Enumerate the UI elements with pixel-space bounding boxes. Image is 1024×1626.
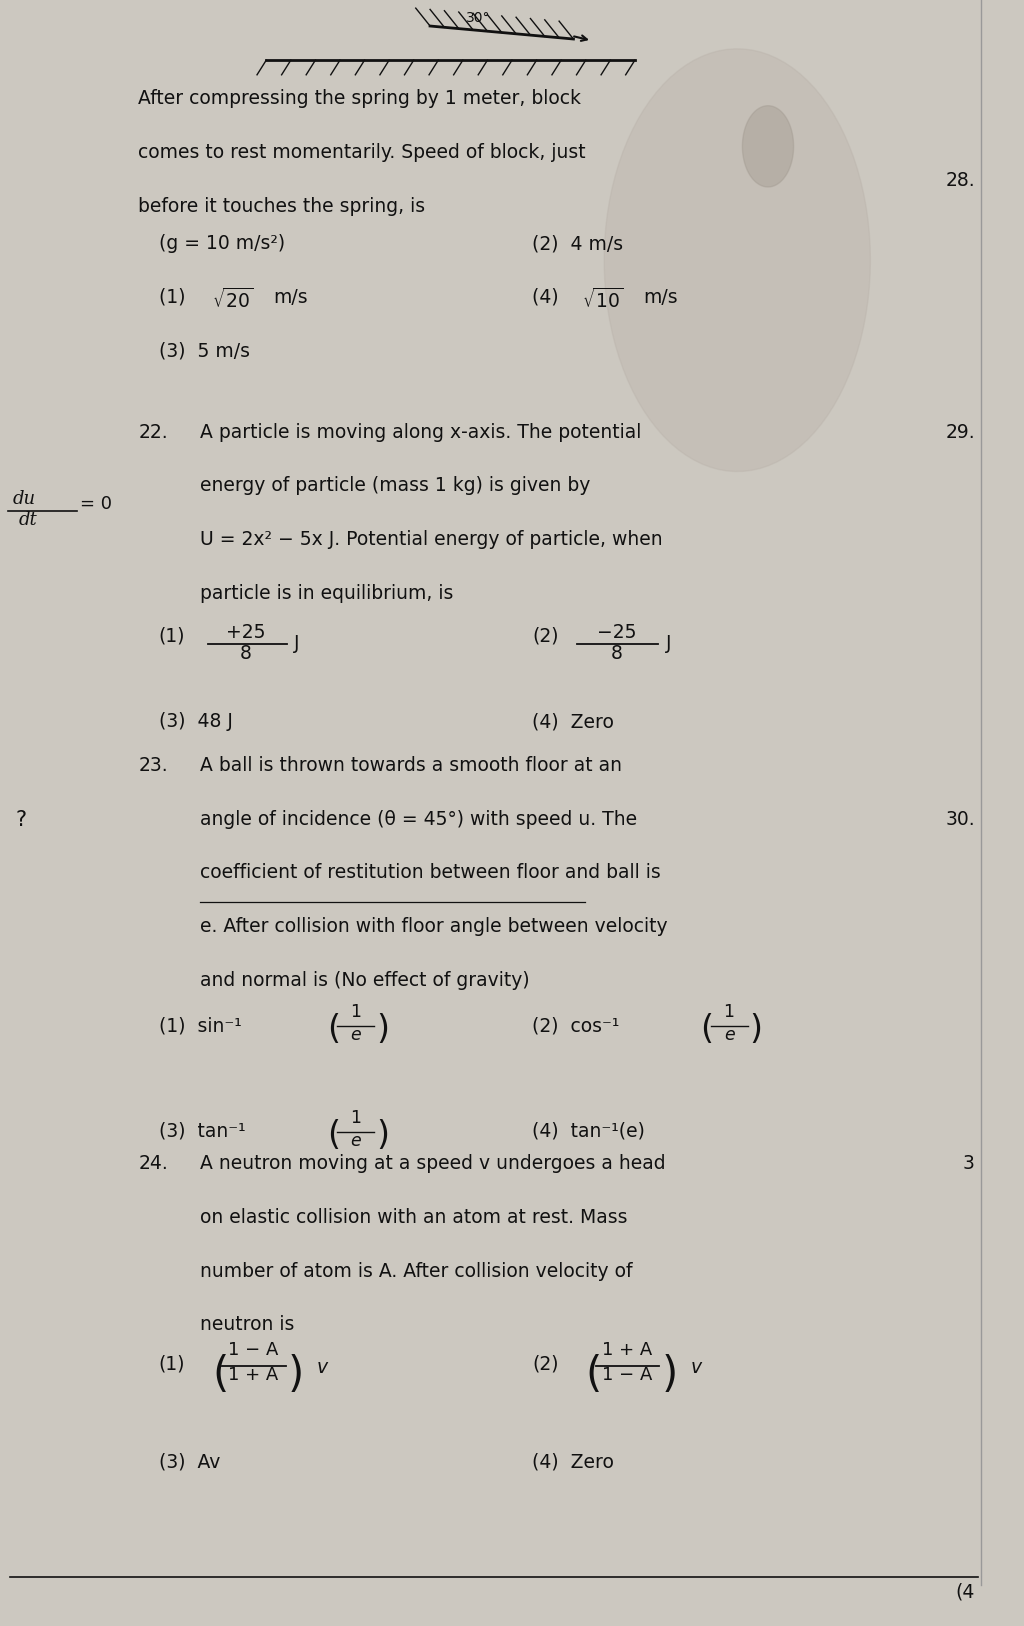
Text: 3: 3: [963, 1154, 975, 1174]
Text: 8: 8: [240, 644, 252, 663]
Text: (3)  5 m/s: (3) 5 m/s: [159, 341, 250, 361]
Text: 1 − A: 1 − A: [227, 1341, 279, 1359]
Text: angle of incidence (θ = 45°) with speed u. The: angle of incidence (θ = 45°) with speed …: [200, 810, 637, 829]
Text: (2)  cos⁻¹: (2) cos⁻¹: [532, 1016, 620, 1036]
Text: (: (: [586, 1354, 602, 1397]
Polygon shape: [742, 106, 794, 187]
Text: 1: 1: [350, 1003, 360, 1021]
Text: (1): (1): [159, 626, 185, 646]
Text: 30.: 30.: [945, 810, 975, 829]
Text: on elastic collision with an atom at rest. Mass: on elastic collision with an atom at res…: [200, 1208, 627, 1228]
Text: neutron is: neutron is: [200, 1315, 294, 1335]
Text: J: J: [294, 634, 299, 654]
Text: (4)  Zero: (4) Zero: [532, 1452, 614, 1472]
Text: (3)  48 J: (3) 48 J: [159, 712, 232, 732]
Text: 22.: 22.: [138, 423, 168, 442]
Text: = 0: = 0: [80, 494, 112, 514]
Text: e. After collision with floor angle between velocity: e. After collision with floor angle betw…: [200, 917, 668, 937]
Text: (2)  4 m/s: (2) 4 m/s: [532, 234, 624, 254]
Text: dt: dt: [18, 512, 37, 530]
Text: (2): (2): [532, 626, 559, 646]
Text: (1): (1): [159, 1354, 185, 1374]
Text: 29.: 29.: [945, 423, 975, 442]
Polygon shape: [604, 49, 870, 472]
Text: 8: 8: [610, 644, 623, 663]
Text: A particle is moving along x-axis. The potential: A particle is moving along x-axis. The p…: [200, 423, 641, 442]
Text: (1)  sin⁻¹: (1) sin⁻¹: [159, 1016, 242, 1036]
Text: $\sqrt{20}$: $\sqrt{20}$: [212, 288, 254, 312]
Text: (3)  tan⁻¹: (3) tan⁻¹: [159, 1122, 246, 1141]
Text: coefficient of restitution between floor and ball is: coefficient of restitution between floor…: [200, 863, 660, 883]
Text: m/s: m/s: [643, 288, 678, 307]
Text: 1: 1: [724, 1003, 734, 1021]
Text: e: e: [350, 1026, 360, 1044]
Text: 1 + A: 1 + A: [227, 1366, 279, 1384]
Text: before it touches the spring, is: before it touches the spring, is: [138, 197, 425, 216]
Text: 1 + A: 1 + A: [601, 1341, 652, 1359]
Text: (4): (4): [532, 288, 571, 307]
Text: ?: ?: [15, 810, 27, 829]
Text: ): ): [376, 1119, 389, 1151]
Text: comes to rest momentarily. Speed of block, just: comes to rest momentarily. Speed of bloc…: [138, 143, 586, 163]
Text: (: (: [700, 1013, 714, 1046]
Text: m/s: m/s: [273, 288, 308, 307]
Text: ): ): [662, 1354, 678, 1397]
Text: number of atom is A. After collision velocity of: number of atom is A. After collision vel…: [200, 1262, 632, 1281]
Text: 23.: 23.: [138, 756, 168, 776]
Text: (4)  Zero: (4) Zero: [532, 712, 614, 732]
Text: J: J: [666, 634, 671, 654]
Text: $\sqrt{10}$: $\sqrt{10}$: [582, 288, 624, 312]
Text: 28.: 28.: [945, 171, 975, 190]
Text: (: (: [327, 1013, 340, 1046]
Text: energy of particle (mass 1 kg) is given by: energy of particle (mass 1 kg) is given …: [200, 476, 590, 496]
Text: 1 − A: 1 − A: [601, 1366, 652, 1384]
Text: e: e: [350, 1132, 360, 1150]
Text: (: (: [212, 1354, 228, 1397]
Text: ): ): [376, 1013, 389, 1046]
Text: e: e: [724, 1026, 734, 1044]
Text: (1): (1): [159, 288, 198, 307]
Text: A ball is thrown towards a smooth floor at an: A ball is thrown towards a smooth floor …: [200, 756, 622, 776]
Text: (g = 10 m/s²): (g = 10 m/s²): [159, 234, 285, 254]
Text: du: du: [12, 491, 36, 509]
Text: 1: 1: [350, 1109, 360, 1127]
Text: v: v: [316, 1358, 328, 1377]
Text: +25: +25: [226, 623, 265, 642]
Text: After compressing the spring by 1 meter, block: After compressing the spring by 1 meter,…: [138, 89, 582, 109]
Text: particle is in equilibrium, is: particle is in equilibrium, is: [200, 584, 453, 603]
Text: −25: −25: [597, 623, 636, 642]
Text: (2): (2): [532, 1354, 559, 1374]
Text: ): ): [288, 1354, 304, 1397]
Text: ): ): [750, 1013, 763, 1046]
Text: (: (: [327, 1119, 340, 1151]
Text: U = 2x² − 5x J. Potential energy of particle, when: U = 2x² − 5x J. Potential energy of part…: [200, 530, 663, 550]
Text: (4: (4: [955, 1582, 975, 1602]
Text: v: v: [690, 1358, 701, 1377]
Text: (3)  Av: (3) Av: [159, 1452, 220, 1472]
Text: and normal is (No effect of gravity): and normal is (No effect of gravity): [200, 971, 529, 990]
Text: A neutron moving at a speed v undergoes a head: A neutron moving at a speed v undergoes …: [200, 1154, 666, 1174]
Text: (4)  tan⁻¹(e): (4) tan⁻¹(e): [532, 1122, 645, 1141]
Text: 30°: 30°: [466, 11, 490, 26]
Text: 24.: 24.: [138, 1154, 168, 1174]
